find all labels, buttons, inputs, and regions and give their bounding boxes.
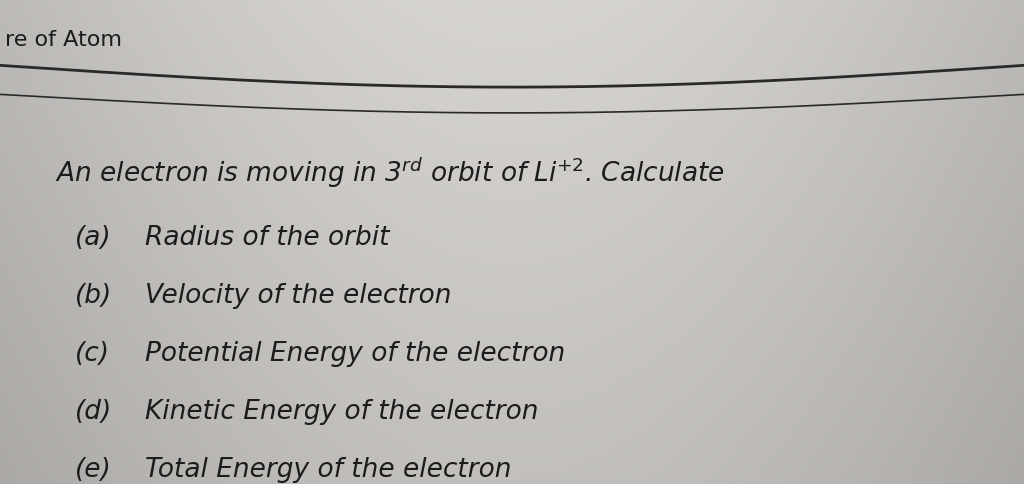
Text: Potential Energy of the electron: Potential Energy of the electron	[145, 341, 565, 367]
Text: (d): (d)	[75, 399, 113, 425]
Text: An electron is moving in 3$^{rd}$ orbit of Li$^{+2}$. Calculate: An electron is moving in 3$^{rd}$ orbit …	[55, 155, 725, 190]
Text: (e): (e)	[75, 457, 112, 483]
Text: (b): (b)	[75, 283, 113, 309]
Text: Radius of the orbit: Radius of the orbit	[145, 225, 389, 251]
Text: Kinetic Energy of the electron: Kinetic Energy of the electron	[145, 399, 539, 425]
Text: (a): (a)	[75, 225, 112, 251]
Text: Velocity of the electron: Velocity of the electron	[145, 283, 452, 309]
Text: (c): (c)	[75, 341, 110, 367]
Text: Total Energy of the electron: Total Energy of the electron	[145, 457, 512, 483]
Text: re of Atom: re of Atom	[5, 30, 122, 50]
